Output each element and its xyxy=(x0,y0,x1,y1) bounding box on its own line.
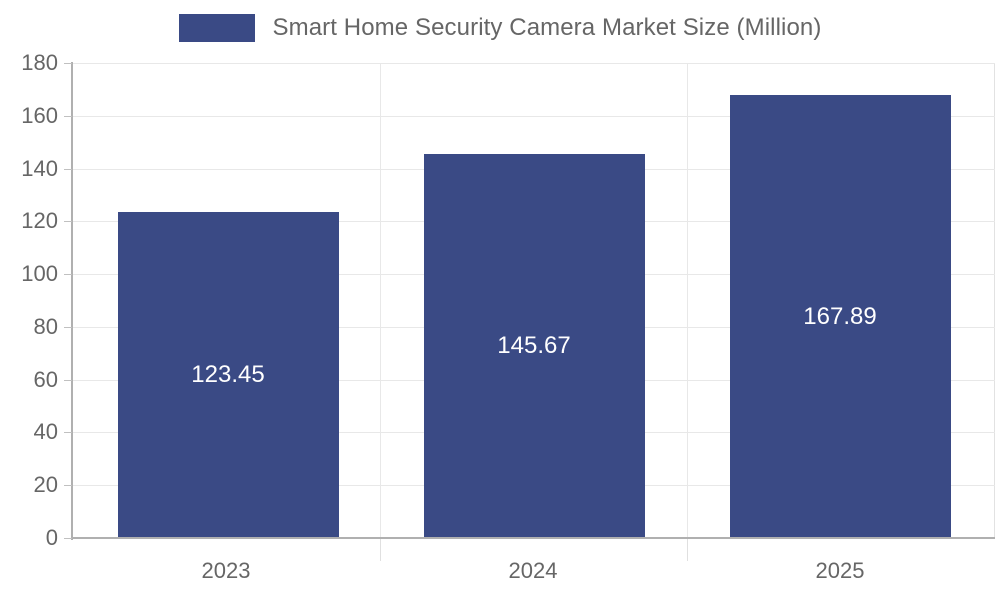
legend-color-swatch-icon xyxy=(178,14,255,42)
y-tick-label-40: 40 xyxy=(33,419,58,444)
bar-value-2023: 123.45 xyxy=(191,361,265,388)
y-tick-label-140: 140 xyxy=(21,156,58,181)
y-tick-label-120: 120 xyxy=(21,208,58,233)
bar-2025[interactable] xyxy=(730,95,951,538)
y-tick-mark-0 xyxy=(64,538,72,539)
y-tick-mark-100 xyxy=(64,274,72,275)
bar-value-2024: 145.67 xyxy=(497,332,571,359)
x-tick-label-2023: 2023 xyxy=(201,558,251,583)
y-tick-mark-80 xyxy=(64,327,72,328)
y-tick-label-160: 160 xyxy=(21,103,58,128)
plot-right-border xyxy=(994,63,995,538)
bar-2023[interactable] xyxy=(118,212,339,538)
y-tick-label-180: 180 xyxy=(21,50,58,75)
y-tick-mark-60 xyxy=(64,380,72,381)
y-tick-mark-120 xyxy=(64,221,72,222)
y-tick-mark-180 xyxy=(64,63,72,64)
gridline-y-160 xyxy=(72,116,995,117)
x-tick-mark-1 xyxy=(380,539,381,561)
x-axis-line xyxy=(71,537,995,539)
gridline-x-1 xyxy=(380,63,381,538)
legend-item-label: Smart Home Security Camera Market Size (… xyxy=(272,14,822,41)
plot-area: 123.45 145.67 167.89 xyxy=(72,63,995,538)
x-tick-label-2025: 2025 xyxy=(815,558,865,583)
y-axis-line xyxy=(71,62,73,540)
gridline-y-180 xyxy=(72,63,995,64)
y-tick-label-100: 100 xyxy=(21,261,58,286)
y-tick-label-80: 80 xyxy=(33,314,58,339)
gridline-x-2 xyxy=(687,63,688,538)
bar-value-2025: 167.89 xyxy=(803,303,877,330)
legend-item-market-size[interactable]: Smart Home Security Camera Market Size (… xyxy=(178,14,822,42)
y-tick-label-0: 0 xyxy=(45,525,58,550)
y-tick-mark-160 xyxy=(64,116,72,117)
y-tick-mark-40 xyxy=(64,432,72,433)
y-tick-label-20: 20 xyxy=(33,472,58,497)
x-tick-mark-2 xyxy=(687,539,688,561)
y-tick-mark-140 xyxy=(64,169,72,170)
y-tick-label-60: 60 xyxy=(33,367,58,392)
y-tick-mark-20 xyxy=(64,485,72,486)
x-tick-label-2024: 2024 xyxy=(508,558,558,583)
chart-legend: Smart Home Security Camera Market Size (… xyxy=(0,0,1000,56)
bar-2024[interactable] xyxy=(424,154,645,538)
